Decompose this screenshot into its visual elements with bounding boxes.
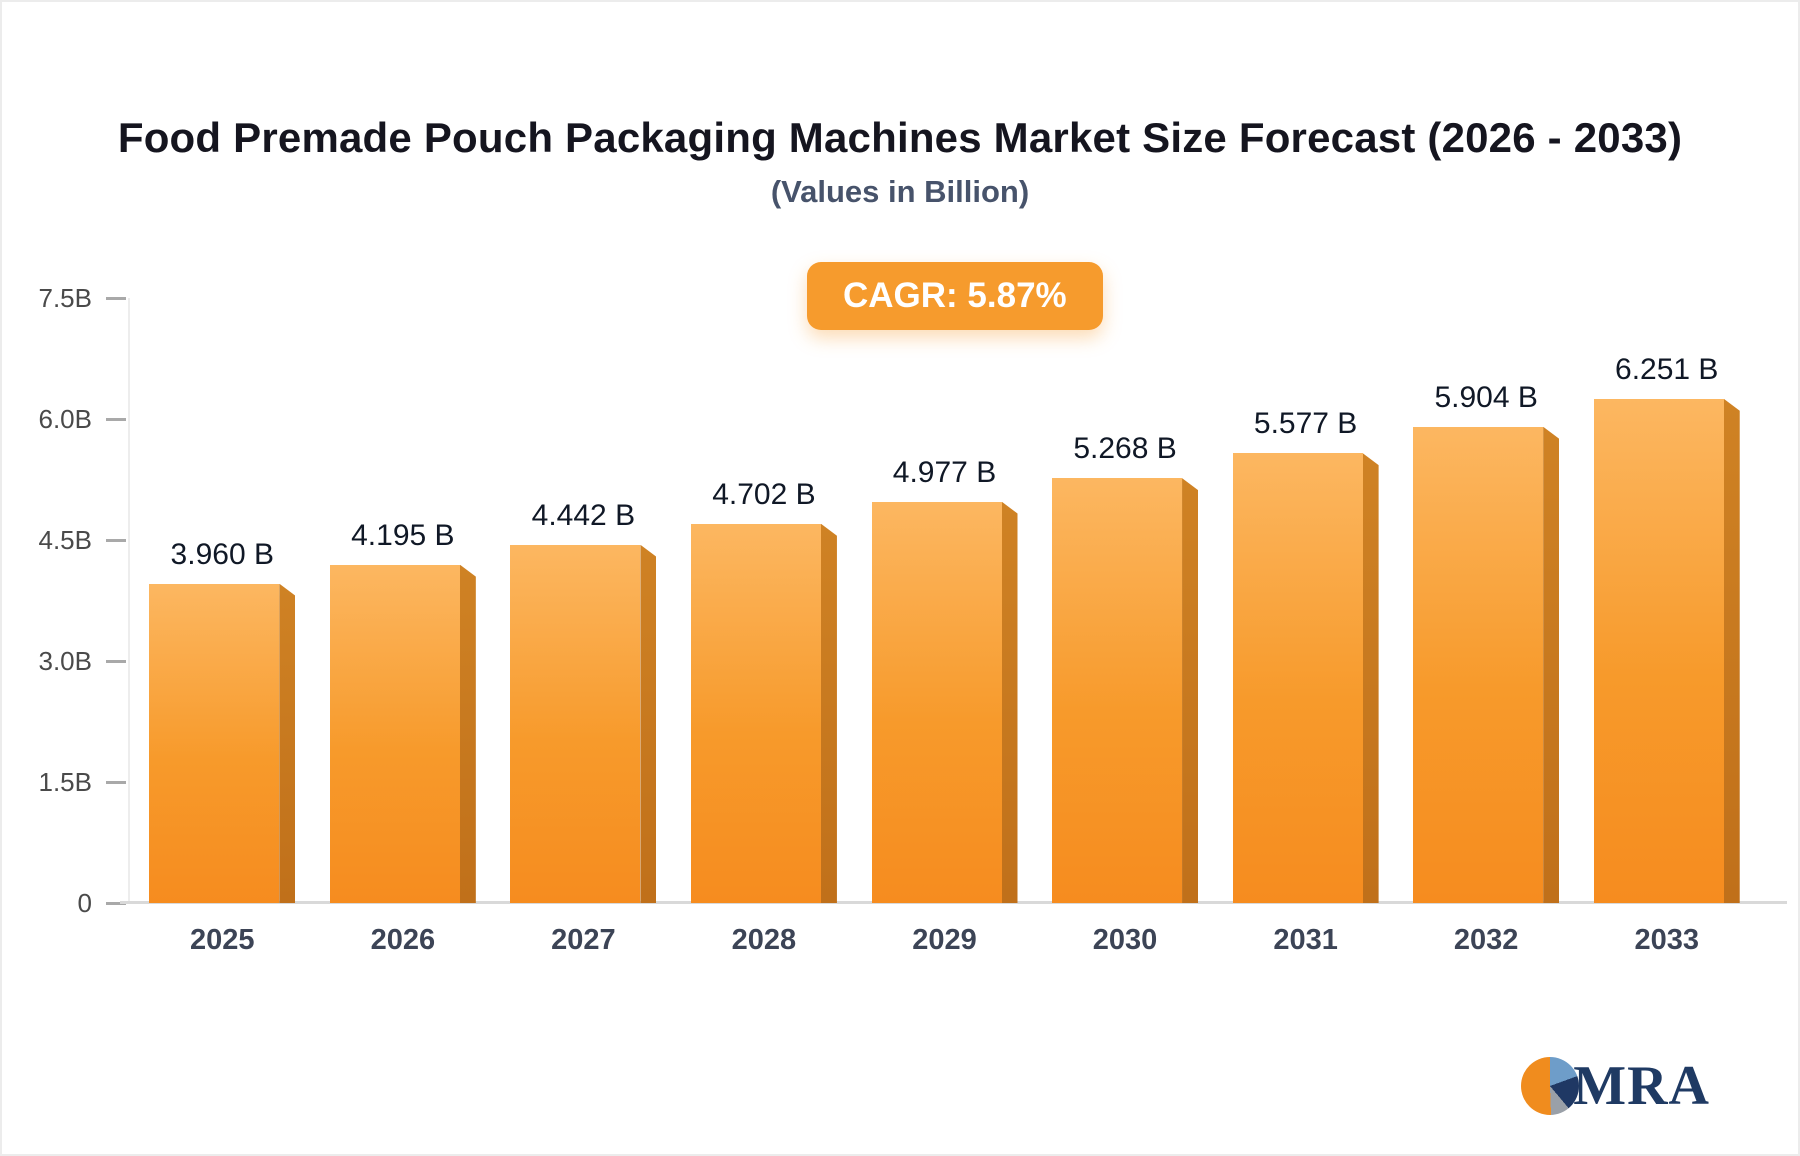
chart-subtitle: (Values in Billion) xyxy=(770,174,1030,209)
bar-face xyxy=(1052,478,1183,903)
x-axis-label: 2026 xyxy=(370,924,436,956)
bar-face xyxy=(690,523,821,903)
bar-side xyxy=(1362,453,1379,903)
bar-side xyxy=(820,523,837,903)
x-axis-label: 2032 xyxy=(1453,924,1519,956)
bar-face xyxy=(149,583,280,903)
bar-face xyxy=(329,564,460,903)
x-axis-label: 2027 xyxy=(551,924,616,956)
y-tick-mark xyxy=(106,418,126,421)
y-tick-label: 1.5B xyxy=(38,767,93,797)
y-tick-label: 6.0B xyxy=(38,404,93,434)
x-axis-labels: 2025 2026 2027 2028 2029 2030 2031 2032 2033 xyxy=(2,924,1798,964)
bar-2025: 3.960 B xyxy=(149,538,296,903)
bar-value-label: 4.195 B xyxy=(351,518,455,552)
bar-value-label: 5.577 B xyxy=(1253,407,1358,441)
logo-text: MRA xyxy=(1573,1055,1710,1117)
y-tick-label: 4.5B xyxy=(38,525,93,555)
bar-value-label: 4.442 B xyxy=(531,498,636,532)
bar-value-label: 6.251 B xyxy=(1615,352,1719,386)
y-tick-label: 3.0B xyxy=(38,646,93,676)
bar-value-label: 5.268 B xyxy=(1073,432,1177,466)
bar-face xyxy=(1413,426,1544,903)
logo: MRA xyxy=(1521,1054,1710,1118)
chart-title: Food Premade Pouch Packaging Machines Ma… xyxy=(117,114,1683,161)
logo-pie-icon xyxy=(1521,1057,1580,1115)
bar-2031: 5.577 B xyxy=(1232,407,1379,903)
y-tick-mark xyxy=(106,781,126,784)
bar-2026: 4.195 B xyxy=(329,519,476,903)
bar-side xyxy=(279,583,296,903)
x-axis-label: 2029 xyxy=(912,924,977,956)
bar-value-label: 4.977 B xyxy=(892,455,997,489)
bar-face xyxy=(1593,398,1724,903)
bar-side xyxy=(1001,501,1018,903)
x-axis-label: 2028 xyxy=(731,924,797,956)
y-tick-mark xyxy=(106,297,126,300)
bar-2028: 4.702 B xyxy=(690,478,837,903)
y-tick-mark xyxy=(106,660,126,663)
x-axis-label: 2030 xyxy=(1092,924,1158,956)
bar-side xyxy=(1723,398,1740,903)
bar-value-label: 4.702 B xyxy=(712,477,816,511)
bar-2029: 4.977 B xyxy=(871,456,1018,903)
bar-side xyxy=(640,544,657,903)
bar-value-label: 5.904 B xyxy=(1434,380,1538,414)
y-tick-label: 7.5B xyxy=(38,283,93,313)
bar-2027: 4.442 B xyxy=(510,499,657,903)
cagr-badge: CAGR: 5.87% xyxy=(807,262,1103,330)
x-axis-label: 2033 xyxy=(1634,924,1699,956)
y-tick-mark xyxy=(106,539,126,542)
plot-area: 3.960 B 4.195 B 4.442 B 4.702 B 4.977 B 5.268… xyxy=(132,298,1757,903)
y-tick-label: 0 xyxy=(77,888,92,918)
y-tick-mark xyxy=(106,902,126,905)
x-axis-label: 2025 xyxy=(190,924,255,956)
bar-face xyxy=(510,544,641,903)
bar-face xyxy=(871,501,1002,903)
y-axis-line xyxy=(128,298,130,903)
bar-2030: 5.268 B xyxy=(1052,432,1199,903)
bar-2032: 5.904 B xyxy=(1413,381,1560,903)
bar-face xyxy=(1232,453,1363,903)
bar-side xyxy=(1182,478,1199,903)
bar-side xyxy=(459,564,476,903)
bar-2033: 6.251 B xyxy=(1593,353,1740,903)
bar-value-label: 3.960 B xyxy=(170,537,274,571)
x-axis-label: 2031 xyxy=(1273,924,1338,956)
bar-side xyxy=(1543,426,1560,903)
